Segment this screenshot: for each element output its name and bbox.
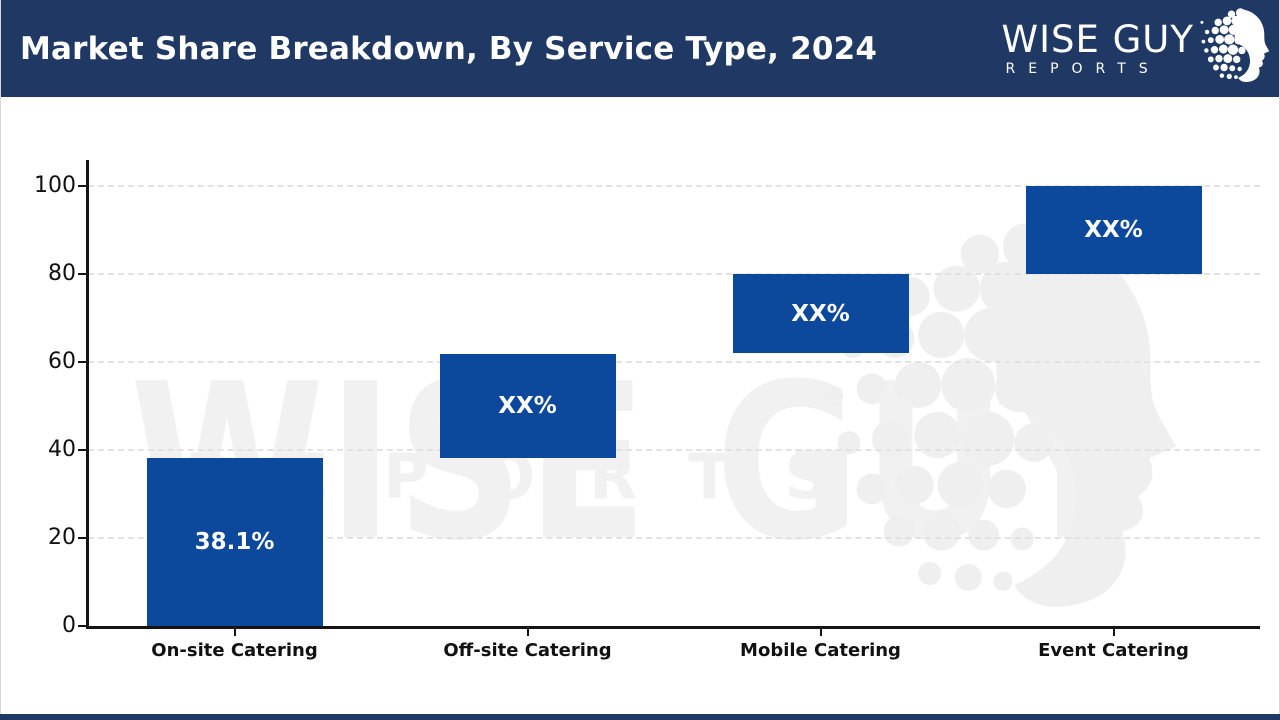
x-axis-spine <box>86 626 1260 629</box>
x-axis-ticks <box>88 629 1260 637</box>
footer-bar <box>0 714 1280 720</box>
y-tick-label-80: 80 <box>48 261 76 286</box>
x-tick-mark <box>526 629 529 636</box>
plot-area: 38.1% XX% XX% XX% <box>88 160 1260 626</box>
y-tick-mark-40 <box>78 449 86 451</box>
x-tick-label: On-site Catering <box>151 640 318 661</box>
x-tick-mark <box>819 629 822 636</box>
bar-value-label: 38.1% <box>194 529 275 556</box>
y-axis-spine <box>86 160 89 629</box>
y-tick-label-60: 60 <box>48 349 76 374</box>
bar-value-label: XX% <box>498 393 557 420</box>
gridline-60 <box>88 361 1260 363</box>
bar-off-site-catering: XX% <box>439 354 616 459</box>
header-bar: Market Share Breakdown, By Service Type,… <box>0 0 1280 97</box>
logo-subtitle: REPORTS <box>1005 60 1161 77</box>
wiseguy-logo: WISE GUY REPORTS <box>1002 3 1270 95</box>
y-tick-label-100: 100 <box>34 173 76 198</box>
x-axis-labels: On-site Catering Off-site Catering Mobile … <box>88 640 1260 670</box>
gridline-100 <box>88 185 1260 187</box>
y-tick-mark-80 <box>78 273 86 275</box>
y-tick-label-40: 40 <box>48 437 76 462</box>
bar-value-label: XX% <box>1084 217 1143 243</box>
logo-wordmark: WISE GUY <box>1001 17 1194 61</box>
bar-on-site-catering: 38.1% <box>146 458 323 626</box>
y-tick-mark-0 <box>78 625 86 627</box>
y-axis-labels: 0 20 40 60 80 100 <box>0 160 76 638</box>
gridline-80 <box>88 273 1260 275</box>
x-tick-label: Mobile Catering <box>740 640 901 661</box>
bar-mobile-catering: XX% <box>732 274 909 354</box>
bar-event-catering: XX% <box>1025 186 1202 274</box>
x-tick-mark <box>233 629 236 636</box>
y-tick-mark-60 <box>78 361 86 363</box>
wiseguy-logo-text: WISE GUY REPORTS <box>1002 21 1194 77</box>
gridline-40 <box>88 449 1260 451</box>
wiseguy-face-icon <box>1196 3 1270 95</box>
y-tick-label-0: 0 <box>62 613 76 638</box>
y-axis-ticks <box>78 160 86 630</box>
bar-value-label: XX% <box>791 300 850 327</box>
y-tick-mark-20 <box>78 537 86 539</box>
x-tick-label: Event Catering <box>1038 640 1189 661</box>
y-tick-label-20: 20 <box>48 525 76 550</box>
x-tick-mark <box>1112 629 1115 636</box>
page-title: Market Share Breakdown, By Service Type,… <box>20 30 878 67</box>
gridline-20 <box>88 537 1260 539</box>
x-tick-label: Off-site Catering <box>443 640 612 661</box>
y-tick-mark-100 <box>78 185 86 187</box>
